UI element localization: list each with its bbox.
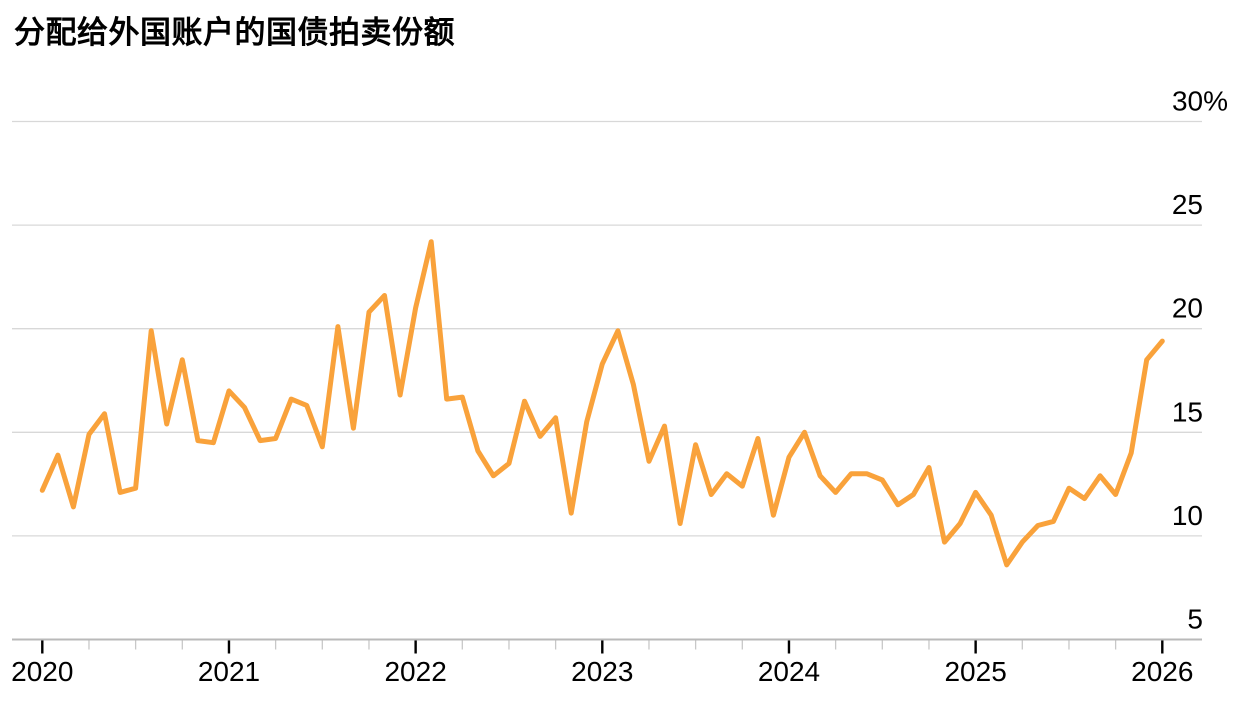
y-axis-label: 30% [1172,86,1228,117]
x-axis-label: 2024 [758,656,820,687]
data-series-line [39,239,1165,568]
y-axis-label: 20 [1172,293,1203,324]
x-axis-label: 2020 [11,656,73,687]
x-axis-label: 2022 [384,656,446,687]
y-axis-label: 10 [1172,500,1203,531]
x-axis-label: 2023 [571,656,633,687]
x-axis-label: 2025 [944,656,1006,687]
y-axis-label: 25 [1172,189,1203,220]
y-axis-label: 15 [1172,396,1203,427]
x-axis-label: 2026 [1131,656,1193,687]
x-axis-label: 2021 [198,656,260,687]
chart-title: 分配给外国账户的国债拍卖份额 [14,15,455,50]
y-axis-label: 5 [1187,604,1203,635]
